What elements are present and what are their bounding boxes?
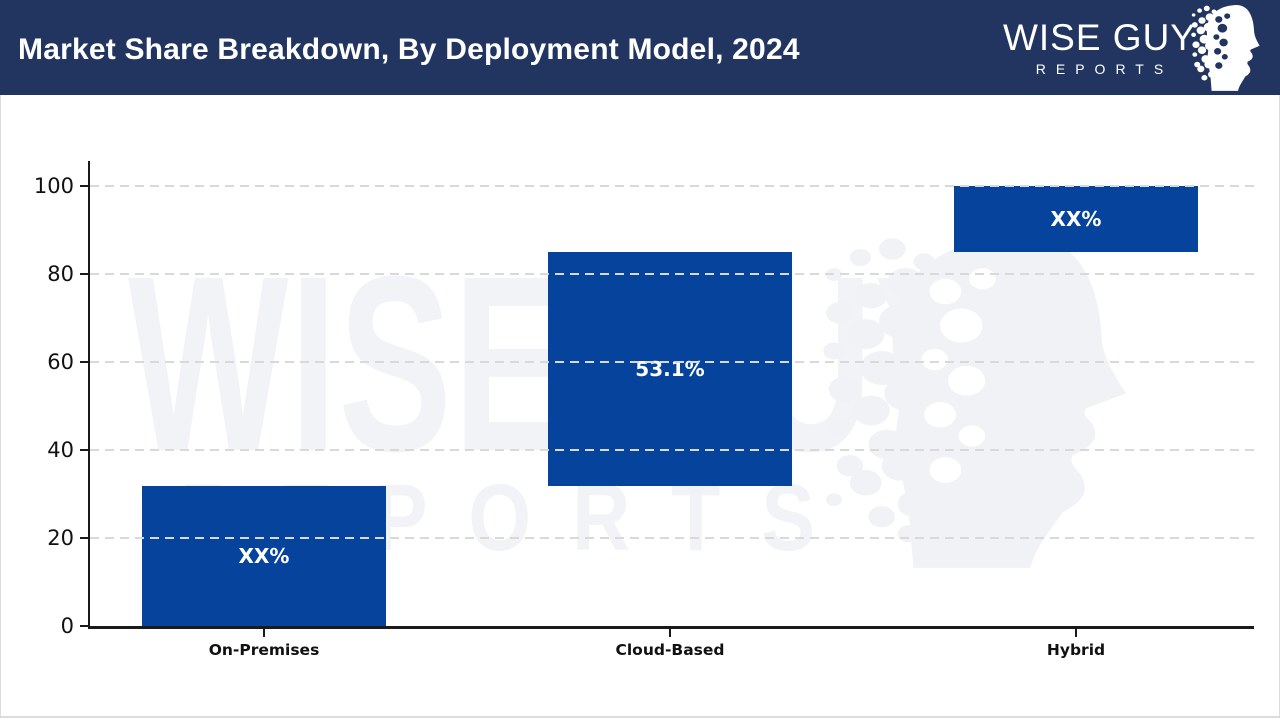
gridline-100: [90, 185, 1254, 187]
x-tick-on-premises: [263, 629, 265, 637]
y-tick-60: [80, 361, 88, 363]
bar-cloud-based: 53.1%: [548, 252, 792, 487]
gridline-80: [90, 273, 1254, 275]
x-axis-line: [88, 626, 1254, 629]
watermark-head-icon: [823, 235, 1126, 568]
y-tick-20: [80, 537, 88, 539]
x-tick-hybrid: [1075, 629, 1077, 637]
y-tick-label-40: 40: [47, 438, 74, 462]
x-tick-label-hybrid: Hybrid: [1046, 641, 1106, 659]
bar-on-premises: XX%: [142, 486, 386, 626]
y-tick-label-60: 60: [47, 350, 74, 374]
gridline-40: [90, 449, 1254, 451]
y-tick-label-80: 80: [47, 262, 74, 286]
y-tick-80: [80, 273, 88, 275]
y-tick-label-0: 0: [60, 614, 74, 638]
gridline-60: [90, 361, 1254, 363]
bar-value-label-hybrid: XX%: [1050, 207, 1102, 232]
chart-title: Market Share Breakdown, By Deployment Mo…: [18, 32, 800, 66]
y-tick-100: [80, 185, 88, 187]
y-axis-line: [88, 161, 90, 629]
brand-name: WISE GUY: [1002, 17, 1196, 58]
x-tick-cloud-based: [669, 629, 671, 637]
y-tick-label-100: 100: [33, 174, 74, 198]
x-tick-label-on-premises: On-Premises: [208, 641, 320, 659]
y-tick-label-20: 20: [47, 526, 74, 550]
y-tick-40: [80, 449, 88, 451]
bar-hybrid: XX%: [954, 186, 1198, 253]
y-tick-0: [80, 625, 88, 627]
brand-head-icon: [1191, 5, 1260, 91]
x-tick-label-cloud-based: Cloud-Based: [615, 641, 725, 659]
gridline-20: [90, 537, 1254, 539]
brand-logo: WISE GUY REPORTS: [1003, 4, 1268, 92]
brand-logo-text: WISE GUY REPORTS: [1003, 19, 1196, 77]
header-bar: Market Share Breakdown, By Deployment Mo…: [0, 0, 1280, 95]
brand-tagline: REPORTS: [1035, 61, 1174, 77]
bar-value-label-on-premises: XX%: [238, 544, 290, 569]
